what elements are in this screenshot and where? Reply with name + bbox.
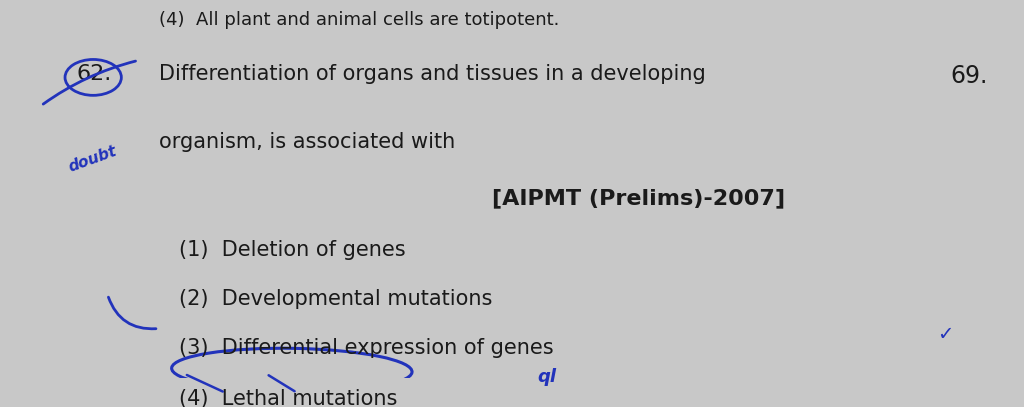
Text: doubt: doubt [67, 144, 119, 175]
Text: [AIPMT (Prelims)-2007]: [AIPMT (Prelims)-2007] [492, 189, 784, 209]
Text: 69.: 69. [951, 64, 988, 88]
Text: (4)  Lethal mutations: (4) Lethal mutations [179, 389, 397, 407]
Text: organism, is associated with: organism, is associated with [159, 132, 455, 152]
Text: (4)  All plant and animal cells are totipotent.: (4) All plant and animal cells are totip… [159, 11, 559, 29]
Text: ✓: ✓ [937, 325, 953, 344]
Text: Differentiation of organs and tissues in a developing: Differentiation of organs and tissues in… [159, 64, 706, 84]
Text: 62.: 62. [77, 64, 112, 84]
Text: (3)  Differential expression of genes: (3) Differential expression of genes [179, 338, 554, 358]
Text: (1)  Deletion of genes: (1) Deletion of genes [179, 240, 406, 260]
Text: ql: ql [538, 368, 557, 386]
Text: (2)  Developmental mutations: (2) Developmental mutations [179, 289, 493, 309]
